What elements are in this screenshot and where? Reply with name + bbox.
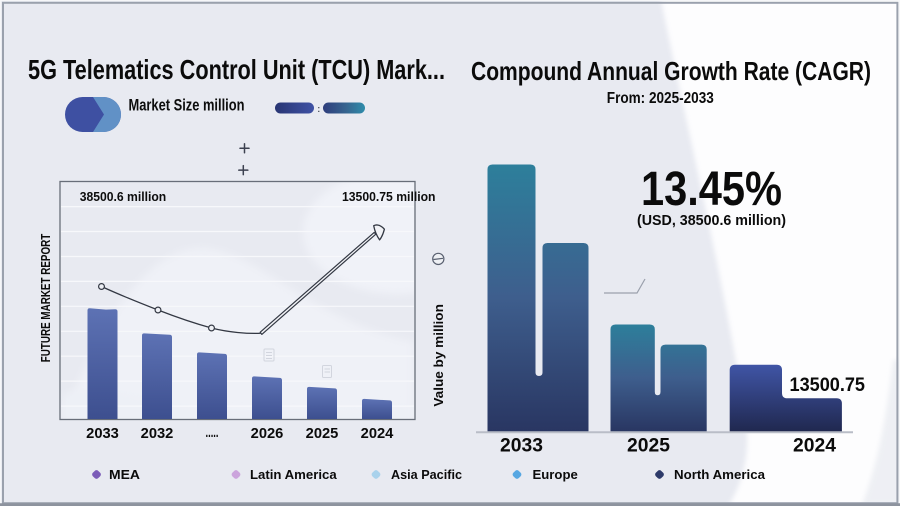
svg-text::: : bbox=[317, 104, 320, 114]
svg-text:Latin America: Latin America bbox=[250, 467, 337, 482]
svg-text:2033: 2033 bbox=[500, 436, 543, 457]
svg-text:2033: 2033 bbox=[86, 426, 119, 442]
svg-text:13500.75: 13500.75 bbox=[790, 375, 866, 396]
svg-text:13500.75 million: 13500.75 million bbox=[342, 189, 436, 204]
svg-text:North America: North America bbox=[674, 467, 766, 482]
svg-text:2025: 2025 bbox=[627, 436, 670, 457]
svg-text:Compound Annual Growth Rate (C: Compound Annual Growth Rate (CAGR) bbox=[471, 56, 871, 86]
svg-text:MEA: MEA bbox=[109, 467, 141, 482]
svg-text:2025: 2025 bbox=[306, 426, 339, 442]
svg-text:2026: 2026 bbox=[251, 426, 284, 442]
svg-text:2032: 2032 bbox=[141, 426, 174, 442]
svg-text:Europe: Europe bbox=[533, 467, 578, 482]
svg-text:Market Size million: Market Size million bbox=[129, 96, 245, 115]
svg-text:.....: ..... bbox=[206, 425, 219, 441]
svg-text:13.45%: 13.45% bbox=[641, 163, 782, 216]
svg-text:From: 2025-2033: From: 2025-2033 bbox=[607, 90, 714, 107]
svg-text:2024: 2024 bbox=[793, 436, 836, 457]
svg-text:38500.6 million: 38500.6 million bbox=[80, 189, 167, 204]
svg-text:FUTURE MARKET REPORT: FUTURE MARKET REPORT bbox=[38, 234, 53, 363]
svg-text:5G Telematics Control Unit (TC: 5G Telematics Control Unit (TCU) Mark... bbox=[28, 54, 445, 85]
svg-text:(USD, 38500.6 million): (USD, 38500.6 million) bbox=[637, 213, 786, 229]
svg-text:2024: 2024 bbox=[361, 426, 395, 442]
svg-text:Value by million: Value by million bbox=[431, 304, 446, 407]
svg-text:Asia Pacific: Asia Pacific bbox=[391, 467, 462, 482]
